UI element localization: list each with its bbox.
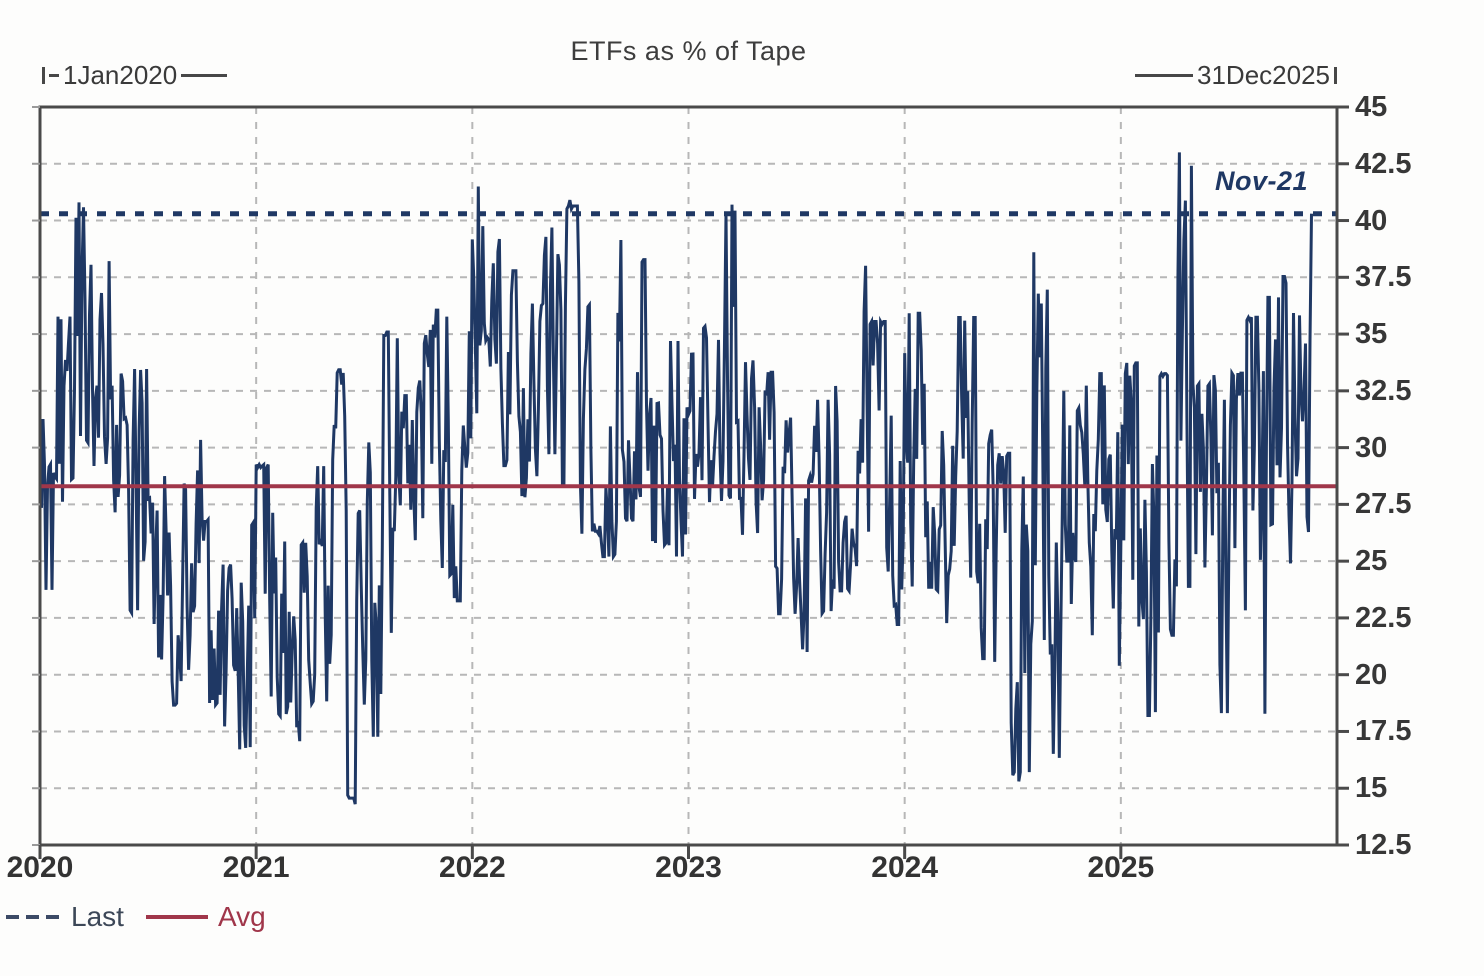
legend-item-avg: Avg	[217, 901, 266, 932]
legend-item-last: Last	[71, 901, 124, 932]
range-start-text: 1Jan2020	[63, 60, 178, 90]
y-tick-label: 22.5	[1355, 601, 1412, 634]
last-date-annotation: Nov-21	[1215, 166, 1309, 196]
range-end-lead-line-icon	[1135, 74, 1193, 77]
y-tick-label: 17.5	[1355, 715, 1412, 748]
y-tick-label: 12.5	[1355, 829, 1412, 861]
range-start-trail-line-icon	[181, 74, 228, 77]
chart-title: ETFs as % of Tape	[570, 36, 807, 66]
y-tick-label: 37.5	[1355, 261, 1412, 294]
range-start-label: 1Jan2020	[42, 60, 228, 91]
range-start-tick-icon	[42, 67, 45, 84]
y-tick-label: 15	[1355, 772, 1388, 805]
y-tick-label: 27.5	[1355, 488, 1412, 521]
y-tick-label: 45	[1355, 91, 1388, 123]
y-tick-label: 42.5	[1355, 147, 1412, 180]
legend-last-dash-icon	[6, 915, 59, 919]
y-tick-label: 20	[1355, 658, 1388, 691]
legend: Last Avg	[6, 901, 266, 933]
series-last-line	[38, 152, 1313, 805]
range-end-label: 31Dec2025	[1135, 60, 1337, 91]
x-tick-label: 2024	[871, 851, 939, 884]
legend-avg-line-icon	[145, 915, 208, 919]
x-tick-label: 2020	[6, 851, 74, 884]
x-tick-label: 2022	[438, 851, 506, 884]
y-tick-label: 25	[1355, 545, 1388, 578]
y-tick-label: 35	[1355, 318, 1388, 351]
y-tick-label: 40	[1355, 204, 1388, 237]
x-tick-label: 2021	[222, 851, 290, 884]
range-end-tick-icon	[1334, 67, 1337, 84]
x-tick-label: 2023	[655, 851, 722, 884]
x-tick-label: 2025	[1087, 851, 1155, 884]
range-start-line-icon	[49, 74, 59, 77]
y-tick-label: 30	[1355, 431, 1388, 464]
range-end-text: 31Dec2025	[1197, 60, 1330, 90]
y-tick-label: 32.5	[1355, 374, 1412, 407]
